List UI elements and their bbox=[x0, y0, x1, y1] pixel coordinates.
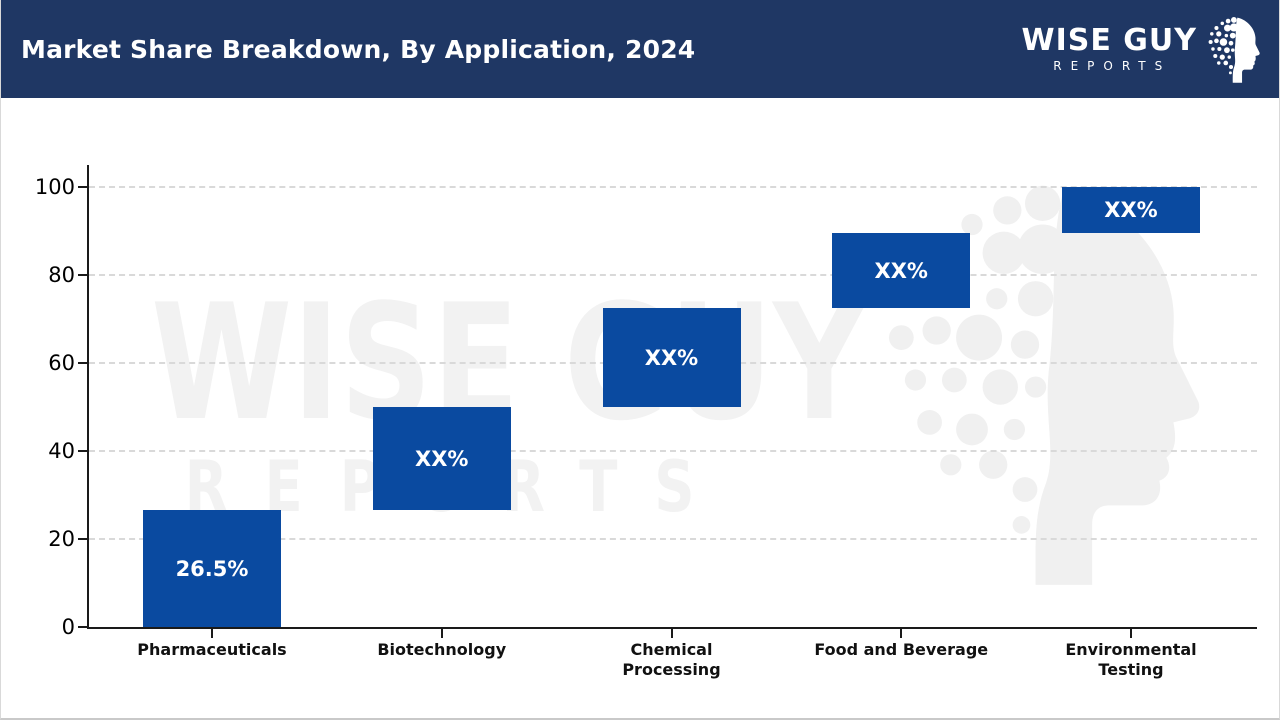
bar-biotechnology: XX% bbox=[372, 407, 511, 511]
header-bar: Market Share Breakdown, By Application, … bbox=[1, 0, 1279, 98]
bar-value-label: XX% bbox=[874, 258, 928, 283]
bar-food-and-beverage: XX% bbox=[832, 233, 971, 308]
y-tick-label: 40 bbox=[48, 439, 75, 463]
bar-value-label: XX% bbox=[415, 446, 469, 471]
category-label-line: Food and Beverage bbox=[814, 640, 989, 659]
y-tick-label: 20 bbox=[48, 527, 75, 551]
logo-text: WISE GUY REPORTS bbox=[1021, 23, 1197, 74]
category-label-pharmaceuticals: Pharmaceuticals bbox=[97, 640, 327, 660]
y-tick-mark bbox=[78, 274, 87, 276]
category-label-line: Testing bbox=[1098, 660, 1164, 679]
category-label-line: Pharmaceuticals bbox=[137, 640, 287, 659]
y-tick-label: 0 bbox=[61, 615, 75, 639]
bar-value-label: XX% bbox=[644, 345, 699, 370]
chart-title: Market Share Breakdown, By Application, … bbox=[21, 34, 696, 64]
category-label-line: Environmental bbox=[1065, 640, 1197, 659]
y-tick-mark bbox=[78, 362, 87, 364]
x-tick-mark bbox=[670, 629, 673, 638]
category-label-chemical-processing: Chemical Processing bbox=[557, 640, 787, 680]
category-label-biotechnology: Biotechnology bbox=[327, 640, 557, 660]
y-tick-label: 80 bbox=[48, 263, 75, 287]
y-tick-label: 100 bbox=[34, 175, 75, 199]
y-tick-mark bbox=[78, 450, 87, 452]
y-axis-line bbox=[87, 165, 89, 629]
gridline-100 bbox=[89, 186, 1257, 188]
bar-environmental-testing: XX% bbox=[1062, 187, 1200, 234]
logo-wordmark: WISE GUY bbox=[1021, 23, 1197, 58]
bar-pharmaceuticals: 26.5% bbox=[143, 510, 281, 627]
logo-subtext: REPORTS bbox=[1053, 59, 1172, 73]
y-tick-label: 60 bbox=[48, 351, 75, 375]
y-tick-mark bbox=[78, 186, 87, 188]
x-axis-line bbox=[87, 627, 1257, 629]
category-label-line: Chemical bbox=[630, 640, 713, 659]
y-tick-mark bbox=[78, 626, 87, 628]
dotted-head-icon bbox=[1199, 13, 1263, 85]
gridline-20 bbox=[89, 538, 1257, 540]
bar-value-label: 26.5% bbox=[175, 556, 249, 581]
gridline-40 bbox=[89, 450, 1257, 452]
category-label-food-and-beverage: Food and Beverage bbox=[786, 640, 1016, 660]
y-tick-mark bbox=[78, 538, 87, 540]
x-tick-mark bbox=[440, 629, 443, 638]
category-label-environmental-testing: Environmental Testing bbox=[1016, 640, 1246, 680]
category-label-line: Biotechnology bbox=[377, 640, 507, 659]
bar-chemical-processing: XX% bbox=[602, 308, 741, 407]
x-tick-mark bbox=[900, 629, 903, 638]
bar-value-label: XX% bbox=[1104, 198, 1158, 223]
x-tick-mark bbox=[211, 629, 213, 638]
gridline-80 bbox=[89, 274, 1257, 276]
wise-guy-reports-logo: WISE GUY REPORTS bbox=[1021, 13, 1263, 85]
x-tick-mark bbox=[1130, 629, 1132, 638]
category-label-line: Processing bbox=[622, 660, 721, 679]
